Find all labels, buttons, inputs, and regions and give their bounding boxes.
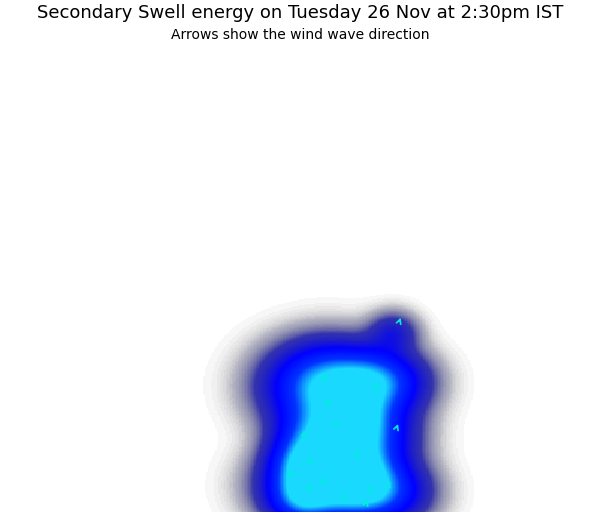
Text: Arrows show the wind wave direction: Arrows show the wind wave direction (171, 28, 430, 42)
Text: Secondary Swell energy on Tuesday 26 Nov at 2:30pm IST: Secondary Swell energy on Tuesday 26 Nov… (37, 4, 564, 22)
